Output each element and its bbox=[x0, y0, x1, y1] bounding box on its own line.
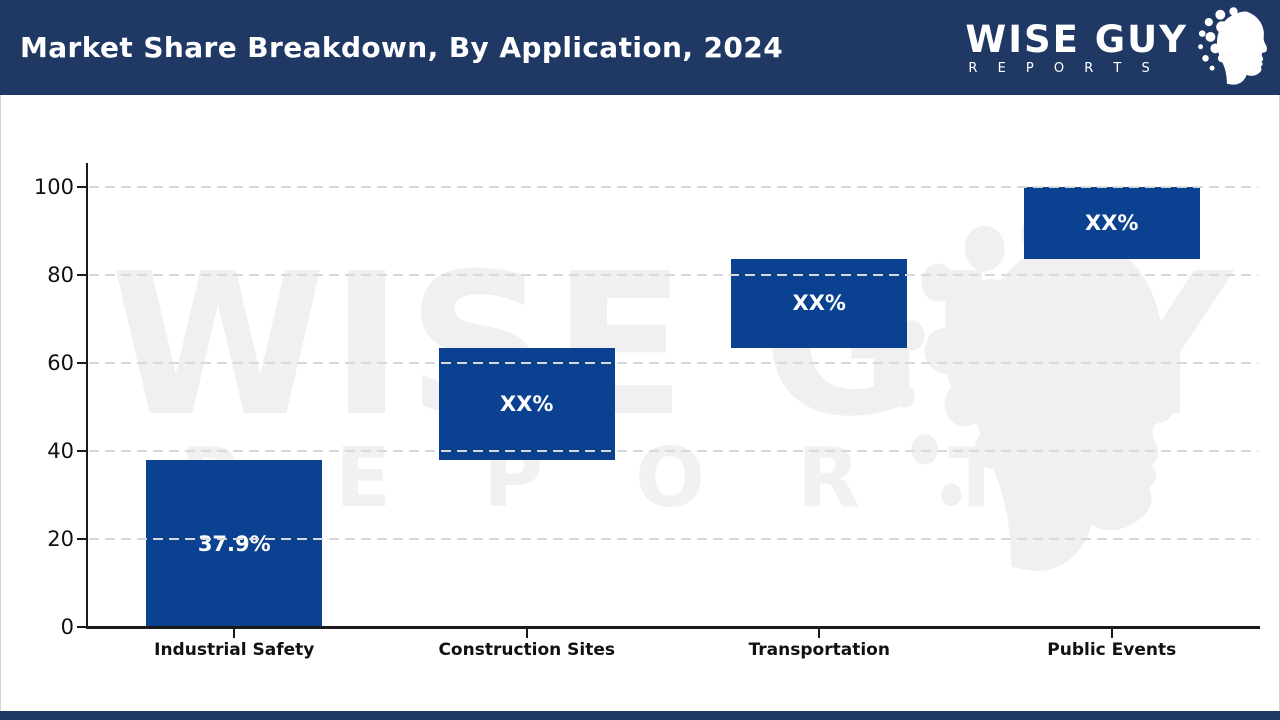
bar-public-events: XX% bbox=[1023, 187, 1200, 260]
x-tick-industrial-safety bbox=[233, 629, 236, 638]
gridline-40 bbox=[89, 450, 1258, 452]
y-tick-label-0: 0 bbox=[60, 615, 74, 639]
x-axis-label-construction-sites: Construction Sites bbox=[438, 640, 616, 660]
y-tick-20 bbox=[77, 538, 87, 540]
bar-value-label-transportation: XX% bbox=[792, 291, 846, 316]
x-axis-line bbox=[86, 626, 1260, 629]
wiseguy-logo-text: WISE GUY R E P O R T S bbox=[965, 21, 1188, 76]
x-tick-construction-sites bbox=[525, 629, 528, 638]
y-tick-80 bbox=[77, 274, 87, 276]
logo-subtitle: R E P O R T S bbox=[968, 60, 1158, 76]
y-tick-60 bbox=[77, 362, 87, 364]
bar-construction-sites: XX% bbox=[438, 347, 615, 461]
y-tick-100 bbox=[77, 186, 87, 188]
bar-value-label-public-events: XX% bbox=[1085, 211, 1139, 236]
bar-industrial-safety: 37.9% bbox=[146, 460, 323, 627]
x-tick-public-events bbox=[1110, 629, 1113, 638]
x-axis-label-industrial-safety: Industrial Safety bbox=[154, 640, 315, 660]
wiseguy-logo: WISE GUY R E P O R T S bbox=[965, 6, 1268, 90]
y-tick-0 bbox=[77, 626, 87, 628]
wiseguy-face-icon bbox=[1198, 7, 1268, 85]
header-band: Market Share Breakdown, By Application, … bbox=[0, 0, 1280, 95]
y-tick-label-100: 100 bbox=[33, 175, 74, 199]
y-tick-label-60: 60 bbox=[47, 351, 74, 375]
bar-value-label-construction-sites: XX% bbox=[500, 391, 554, 416]
bar-value-label-industrial-safety: 37.9% bbox=[197, 531, 271, 556]
gridline-80 bbox=[89, 274, 1258, 276]
y-axis-line bbox=[86, 163, 88, 629]
logo-wordmark: WISE GUY bbox=[965, 17, 1188, 61]
gridline-100 bbox=[89, 186, 1258, 188]
gridline-20 bbox=[89, 538, 1258, 540]
page-title: Market Share Breakdown, By Application, … bbox=[20, 31, 784, 64]
x-axis-label-transportation: Transportation bbox=[748, 640, 890, 660]
x-axis-label-public-events: Public Events bbox=[1047, 640, 1177, 660]
y-tick-label-40: 40 bbox=[47, 439, 74, 463]
gridline-60 bbox=[89, 362, 1258, 364]
y-tick-40 bbox=[77, 450, 87, 452]
y-tick-label-20: 20 bbox=[47, 527, 74, 551]
bar-transportation: XX% bbox=[731, 259, 908, 348]
x-tick-transportation bbox=[818, 629, 821, 638]
footer-bar bbox=[0, 711, 1280, 720]
y-tick-label-80: 80 bbox=[47, 263, 74, 287]
